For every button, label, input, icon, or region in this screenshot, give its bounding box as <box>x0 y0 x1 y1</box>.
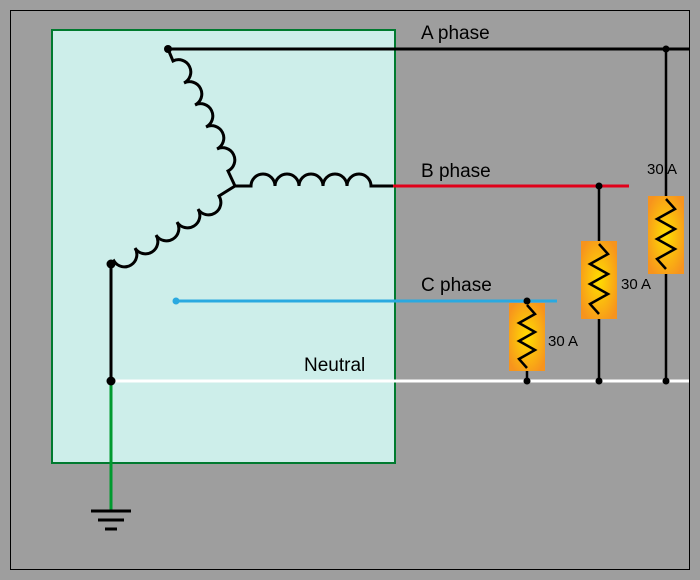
node-top-vertex <box>164 45 172 53</box>
load-label-A: 30 A <box>647 161 677 178</box>
load-B <box>581 183 617 385</box>
load-label-C: 30 A <box>548 333 578 350</box>
winding-C <box>111 186 235 267</box>
wire-center-tap <box>111 226 171 264</box>
ground <box>91 381 131 529</box>
circuit-frame: A phase B phase C phase Neutral 30 A 30 … <box>10 10 690 570</box>
load-C <box>509 298 545 385</box>
winding-A <box>168 49 235 186</box>
load-label-B: 30 A <box>621 276 651 293</box>
label-A-phase: A phase <box>421 23 490 45</box>
node-C-start <box>173 298 180 305</box>
node-bottom-vertex <box>107 260 116 269</box>
node-neutral-ground <box>107 377 116 386</box>
winding-B <box>235 174 393 186</box>
circuit-svg <box>11 11 689 569</box>
label-C-phase: C phase <box>421 275 492 297</box>
label-B-phase: B phase <box>421 161 491 183</box>
load-A <box>648 46 684 385</box>
label-neutral: Neutral <box>304 355 365 377</box>
delta-side-tap <box>111 49 168 264</box>
